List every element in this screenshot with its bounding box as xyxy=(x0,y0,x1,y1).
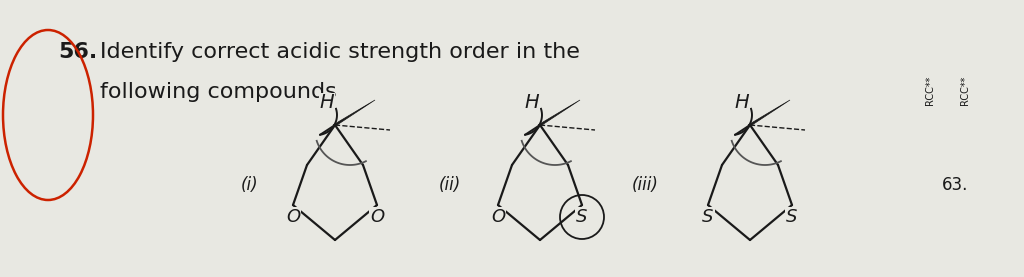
Text: RCC**: RCC** xyxy=(925,75,935,105)
Text: H: H xyxy=(524,94,540,112)
Text: H: H xyxy=(319,94,334,112)
Text: O: O xyxy=(286,208,300,226)
Text: 56.: 56. xyxy=(58,42,97,62)
Text: (iii): (iii) xyxy=(632,176,658,194)
Text: O: O xyxy=(370,208,384,226)
Text: (ii): (ii) xyxy=(439,176,461,194)
Text: S: S xyxy=(702,208,714,226)
Text: following compounds: following compounds xyxy=(100,82,337,102)
Polygon shape xyxy=(748,100,790,125)
Polygon shape xyxy=(538,100,580,125)
Text: H: H xyxy=(734,94,750,112)
Text: Identify correct acidic strength order in the: Identify correct acidic strength order i… xyxy=(100,42,580,62)
Text: S: S xyxy=(786,208,798,226)
Text: RCC**: RCC** xyxy=(961,75,970,105)
Text: 63.: 63. xyxy=(942,176,968,194)
Text: (i): (i) xyxy=(242,176,259,194)
Polygon shape xyxy=(333,100,375,125)
Text: O: O xyxy=(490,208,505,226)
Text: S: S xyxy=(577,208,588,226)
